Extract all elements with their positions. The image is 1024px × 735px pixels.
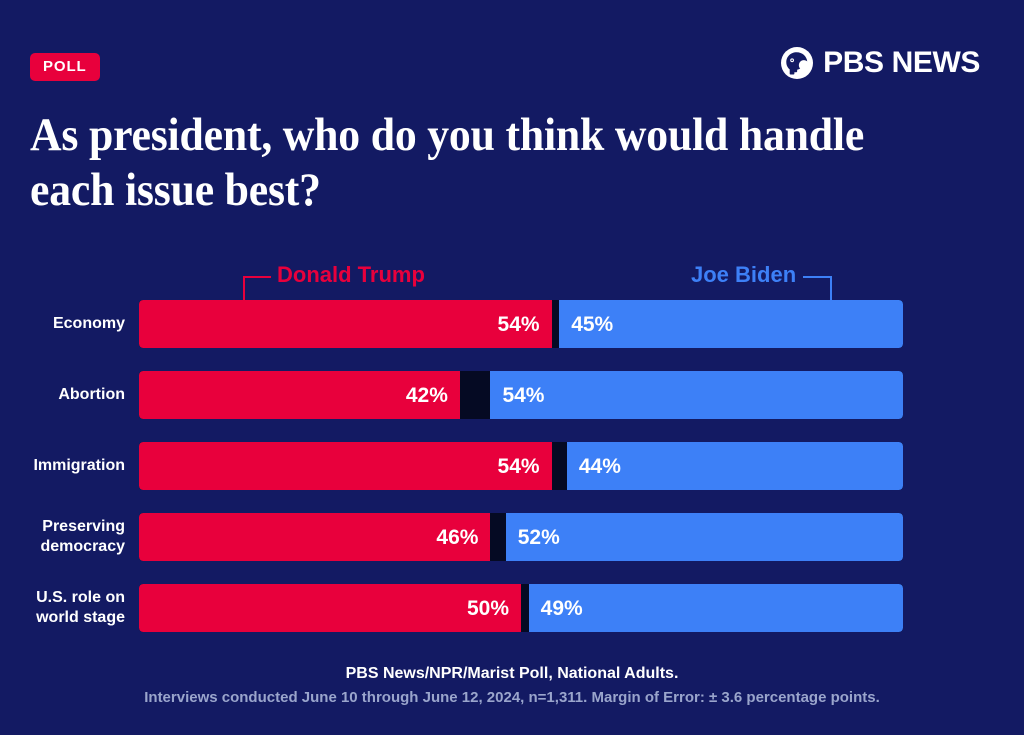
bar-track: 54% 45% bbox=[139, 300, 903, 348]
page-title-line-1: As president, who do you think would han… bbox=[30, 109, 865, 161]
bar-segment-biden: 54% bbox=[490, 371, 903, 419]
chart-row: Abortion 42% 54% bbox=[0, 371, 1024, 419]
row-label-line-1: U.S. role on bbox=[36, 589, 125, 607]
row-label: U.S. role on world stage bbox=[0, 584, 125, 632]
row-label-line-1: Preserving bbox=[42, 518, 125, 536]
row-label-line-1: Abortion bbox=[58, 386, 125, 404]
bar-segment-trump: 50% bbox=[139, 584, 521, 632]
bar-value-biden: 45% bbox=[571, 312, 614, 336]
bar-value-trump: 46% bbox=[436, 525, 479, 549]
bar-value-trump: 50% bbox=[466, 596, 509, 620]
bar-segment-biden: 52% bbox=[505, 513, 903, 561]
legend-item-joe-biden: Joe Biden bbox=[691, 262, 797, 287]
legend: Donald Trump Joe Biden bbox=[0, 255, 1024, 308]
legend-leader-line-trump-horizontal bbox=[243, 276, 271, 278]
pbs-head-logo-icon bbox=[781, 47, 814, 79]
chart-row: Immigration 54% 44% bbox=[0, 442, 1024, 490]
bar-segment-trump: 46% bbox=[139, 513, 491, 561]
legend-leader-line-trump-vertical bbox=[243, 276, 245, 308]
footer: PBS News/NPR/Marist Poll, National Adult… bbox=[0, 663, 1024, 708]
bar-value-trump: 54% bbox=[497, 312, 540, 336]
row-label: Immigration bbox=[0, 442, 125, 490]
row-label: Economy bbox=[0, 300, 125, 348]
row-label-line-1: Economy bbox=[52, 315, 125, 333]
bar-track: 42% 54% bbox=[139, 371, 903, 419]
bar-value-trump: 54% bbox=[497, 454, 540, 478]
poll-badge: POLL bbox=[30, 53, 100, 81]
footer-source: PBS News/NPR/Marist Poll, National Adult… bbox=[345, 665, 679, 682]
bar-value-biden: 44% bbox=[578, 454, 621, 478]
bar-track: 46% 52% bbox=[139, 513, 903, 561]
row-label-line-2: democracy bbox=[40, 538, 126, 555]
page-title-line-2: each issue best? bbox=[30, 163, 321, 216]
footer-methodology: Interviews conducted June 10 through Jun… bbox=[144, 688, 880, 706]
header: POLL PBS NEWS bbox=[0, 0, 1024, 105]
row-label-line-2: world stage bbox=[36, 609, 125, 626]
pbs-news-logo: PBS NEWS bbox=[780, 46, 980, 80]
bar-segment-trump: 54% bbox=[139, 442, 552, 490]
chart-row: Economy 54% 45% bbox=[0, 300, 1024, 348]
legend-item-donald-trump: Donald Trump bbox=[277, 262, 425, 287]
bar-value-biden: 49% bbox=[540, 596, 583, 620]
chart-area: Economy 54% 45% Abortion 42% 54% Immigra… bbox=[0, 300, 1024, 655]
bar-value-trump: 42% bbox=[405, 383, 448, 407]
row-label: Abortion bbox=[0, 371, 125, 419]
chart-row: Preserving democracy 46% 52% bbox=[0, 513, 1024, 561]
legend-leader-line-biden-vertical bbox=[830, 276, 832, 308]
bar-segment-trump: 54% bbox=[139, 300, 552, 348]
legend-leader-line-biden-horizontal bbox=[803, 276, 832, 278]
pbs-news-wordmark: PBS NEWS bbox=[823, 46, 980, 79]
bar-segment-biden: 45% bbox=[559, 300, 903, 348]
row-label-line-1: Immigration bbox=[33, 457, 125, 475]
bar-segment-biden: 44% bbox=[566, 442, 903, 490]
bar-segment-biden: 49% bbox=[528, 584, 903, 632]
bar-track: 54% 44% bbox=[139, 442, 903, 490]
chart-row: U.S. role on world stage 50% 49% bbox=[0, 584, 1024, 632]
bar-track: 50% 49% bbox=[139, 584, 903, 632]
bar-segment-trump: 42% bbox=[139, 371, 460, 419]
row-label: Preserving democracy bbox=[0, 513, 126, 561]
bar-value-biden: 52% bbox=[517, 525, 560, 549]
page-title: As president, who do you think would han… bbox=[30, 108, 867, 217]
bar-value-biden: 54% bbox=[502, 383, 545, 407]
